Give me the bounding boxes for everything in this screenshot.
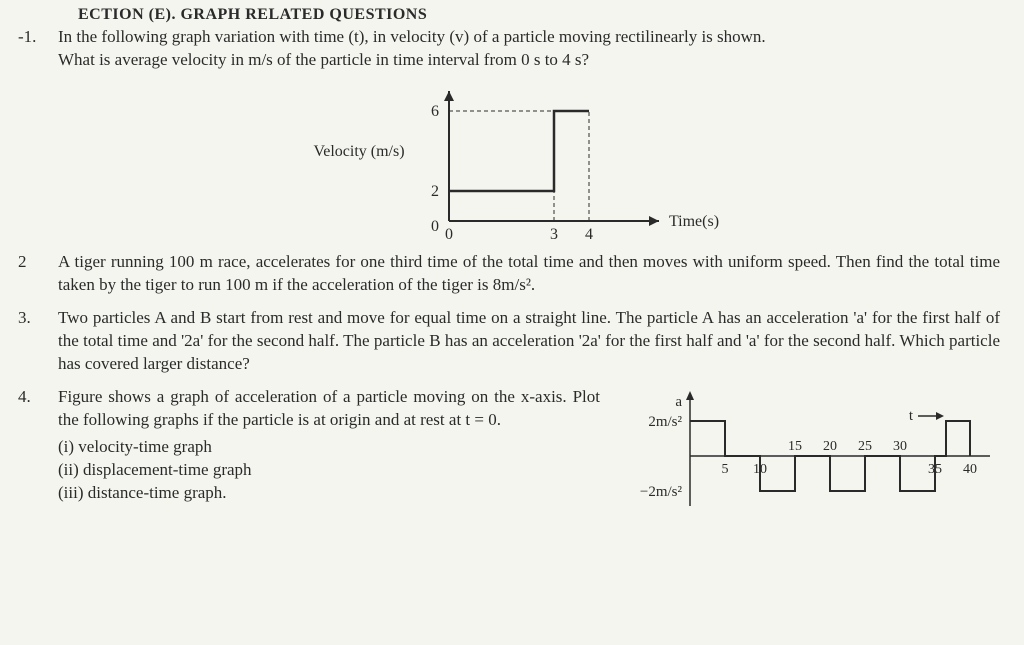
page: ECTION (E). GRAPH RELATED QUESTIONS -1. …	[0, 0, 1024, 523]
section-header-cutoff: ECTION (E). GRAPH RELATED QUESTIONS	[78, 4, 1000, 26]
q1-ylabel: Velocity (m/s)	[313, 143, 404, 160]
q1-chart-wrap: 6 2 0 0 3 4 Velocity (m/s) Time(s)	[18, 81, 1000, 241]
q4-item-iii: (iii) distance-time graph.	[58, 482, 600, 505]
q4-xt-30: 30	[893, 439, 907, 454]
question-1: -1. In the following graph variation wit…	[18, 26, 1000, 72]
q4-xt-20: 20	[823, 439, 837, 454]
question-2: 2 A tiger running 100 m race, accelerate…	[18, 251, 1000, 297]
q1-xtick-3: 3	[550, 226, 558, 241]
q4-subitems: (i) velocity-time graph (ii) displacemen…	[58, 436, 600, 505]
q4-body: Figure shows a graph of acceleration of …	[58, 386, 1000, 523]
q1-xtick-0: 0	[445, 226, 453, 241]
q4-number: 4.	[18, 386, 58, 523]
q1-number: -1.	[18, 26, 58, 72]
q4-item-ii: (ii) displacement-time graph	[58, 459, 600, 482]
q4-xt-25: 25	[858, 439, 872, 454]
q1-xlabel: Time(s)	[669, 213, 719, 230]
question-4: 4. Figure shows a graph of acceleration …	[18, 386, 1000, 523]
q3-text: Two particles A and B start from rest an…	[58, 307, 1000, 376]
q1-body: In the following graph variation with ti…	[58, 26, 1000, 72]
q4-xt-15: 15	[788, 439, 802, 454]
q4-ylabel-a: a	[675, 394, 682, 410]
q4-tlabel: t	[909, 408, 914, 424]
q4-xt-5: 5	[722, 462, 729, 477]
q4-xt-10: 10	[753, 462, 767, 477]
q1-line1: In the following graph variation with ti…	[58, 26, 1000, 49]
q1-xtick-4: 4	[585, 226, 593, 241]
q2-text: A tiger running 100 m race, accelerates …	[58, 251, 1000, 297]
q4-xt-35: 35	[928, 462, 942, 477]
q4-acceleration-time-chart: a 2m/s² −2m/s² t 5 10 15 20 25 30 35 40	[630, 386, 1000, 516]
q2-number: 2	[18, 251, 58, 297]
q4-xt-40: 40	[963, 462, 977, 477]
q4-yval-top: 2m/s²	[648, 414, 682, 430]
q4-intro: Figure shows a graph of acceleration of …	[58, 387, 600, 429]
question-3: 3. Two particles A and B start from rest…	[18, 307, 1000, 376]
q1-ytick-2: 2	[431, 183, 439, 200]
q1-ytick-6: 6	[431, 103, 439, 120]
q4-yval-bot: −2m/s²	[640, 484, 683, 500]
q1-velocity-time-chart: 6 2 0 0 3 4 Velocity (m/s) Time(s)	[299, 81, 719, 241]
q3-number: 3.	[18, 307, 58, 376]
q4-item-i: (i) velocity-time graph	[58, 436, 600, 459]
q1-line2: What is average velocity in m/s of the p…	[58, 49, 1000, 72]
q1-ytick-0: 0	[431, 218, 439, 235]
